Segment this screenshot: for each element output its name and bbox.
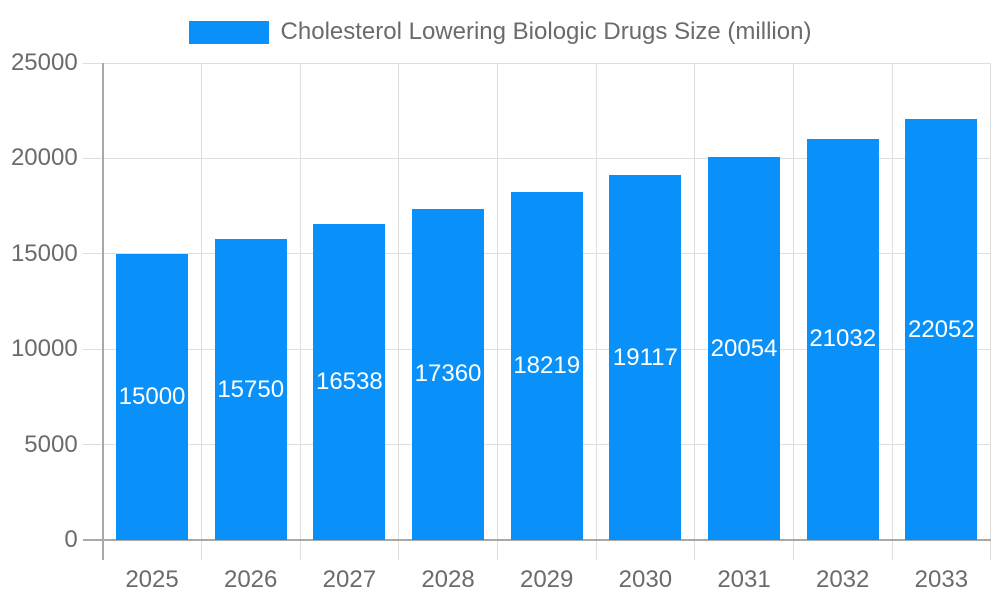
y-tick-label: 5000 xyxy=(24,430,78,458)
h-gridline xyxy=(82,157,991,159)
v-gridline xyxy=(595,63,597,560)
x-tick-label: 2028 xyxy=(421,566,475,593)
y-tick-label: 10000 xyxy=(10,335,78,363)
bar[interactable]: 22052 xyxy=(905,119,978,540)
v-gridline xyxy=(792,63,794,560)
v-gridline xyxy=(891,63,893,560)
x-tick-label: 2030 xyxy=(618,566,673,593)
v-gridline xyxy=(990,63,992,560)
bar-value-label: 21032 xyxy=(809,325,877,353)
y-tick-label: 25000 xyxy=(10,49,78,76)
bar[interactable]: 18219 xyxy=(510,192,583,540)
y-axis-line xyxy=(101,63,104,560)
bar[interactable]: 16538 xyxy=(313,224,386,540)
v-gridline xyxy=(398,63,400,560)
bar[interactable]: 15000 xyxy=(116,253,189,540)
x-tick-label: 2026 xyxy=(223,566,278,593)
bar-value-label: 18219 xyxy=(513,352,581,380)
v-gridline xyxy=(200,63,202,560)
x-tick-label: 2025 xyxy=(125,566,179,593)
x-tick-label: 2033 xyxy=(914,566,969,593)
bar[interactable]: 15750 xyxy=(214,239,287,540)
bar[interactable]: 17360 xyxy=(412,208,485,540)
y-tick-label: 15000 xyxy=(10,239,78,267)
bar-value-label: 19117 xyxy=(612,343,678,371)
bar[interactable]: 19117 xyxy=(609,175,682,540)
v-gridline xyxy=(694,63,696,560)
bar-value-label: 15000 xyxy=(118,382,186,410)
y-tick-label: 20000 xyxy=(10,144,78,172)
x-tick-label: 2027 xyxy=(322,566,377,593)
legend-label: Cholesterol Lowering Biologic Drugs Size… xyxy=(280,18,812,45)
x-tick-label: 2032 xyxy=(815,566,870,593)
bar-value-label: 15750 xyxy=(217,375,285,403)
bar[interactable]: 20054 xyxy=(708,157,781,540)
bar-value-label: 16538 xyxy=(315,368,383,396)
legend[interactable]: Cholesterol Lowering Biologic Drugs Size… xyxy=(0,18,1000,46)
legend-swatch xyxy=(188,20,269,44)
h-gridline xyxy=(82,62,991,64)
bar-value-label: 17360 xyxy=(414,360,482,388)
v-gridline xyxy=(496,63,498,560)
x-axis-line xyxy=(82,539,991,541)
v-gridline xyxy=(299,63,301,560)
bar-value-label: 20054 xyxy=(710,334,778,362)
y-tick-label: 0 xyxy=(64,526,78,553)
x-tick-label: 2031 xyxy=(717,566,771,593)
x-tick-label: 2029 xyxy=(519,566,574,593)
bar[interactable]: 21032 xyxy=(806,138,879,540)
bar-value-label: 22052 xyxy=(907,315,975,343)
